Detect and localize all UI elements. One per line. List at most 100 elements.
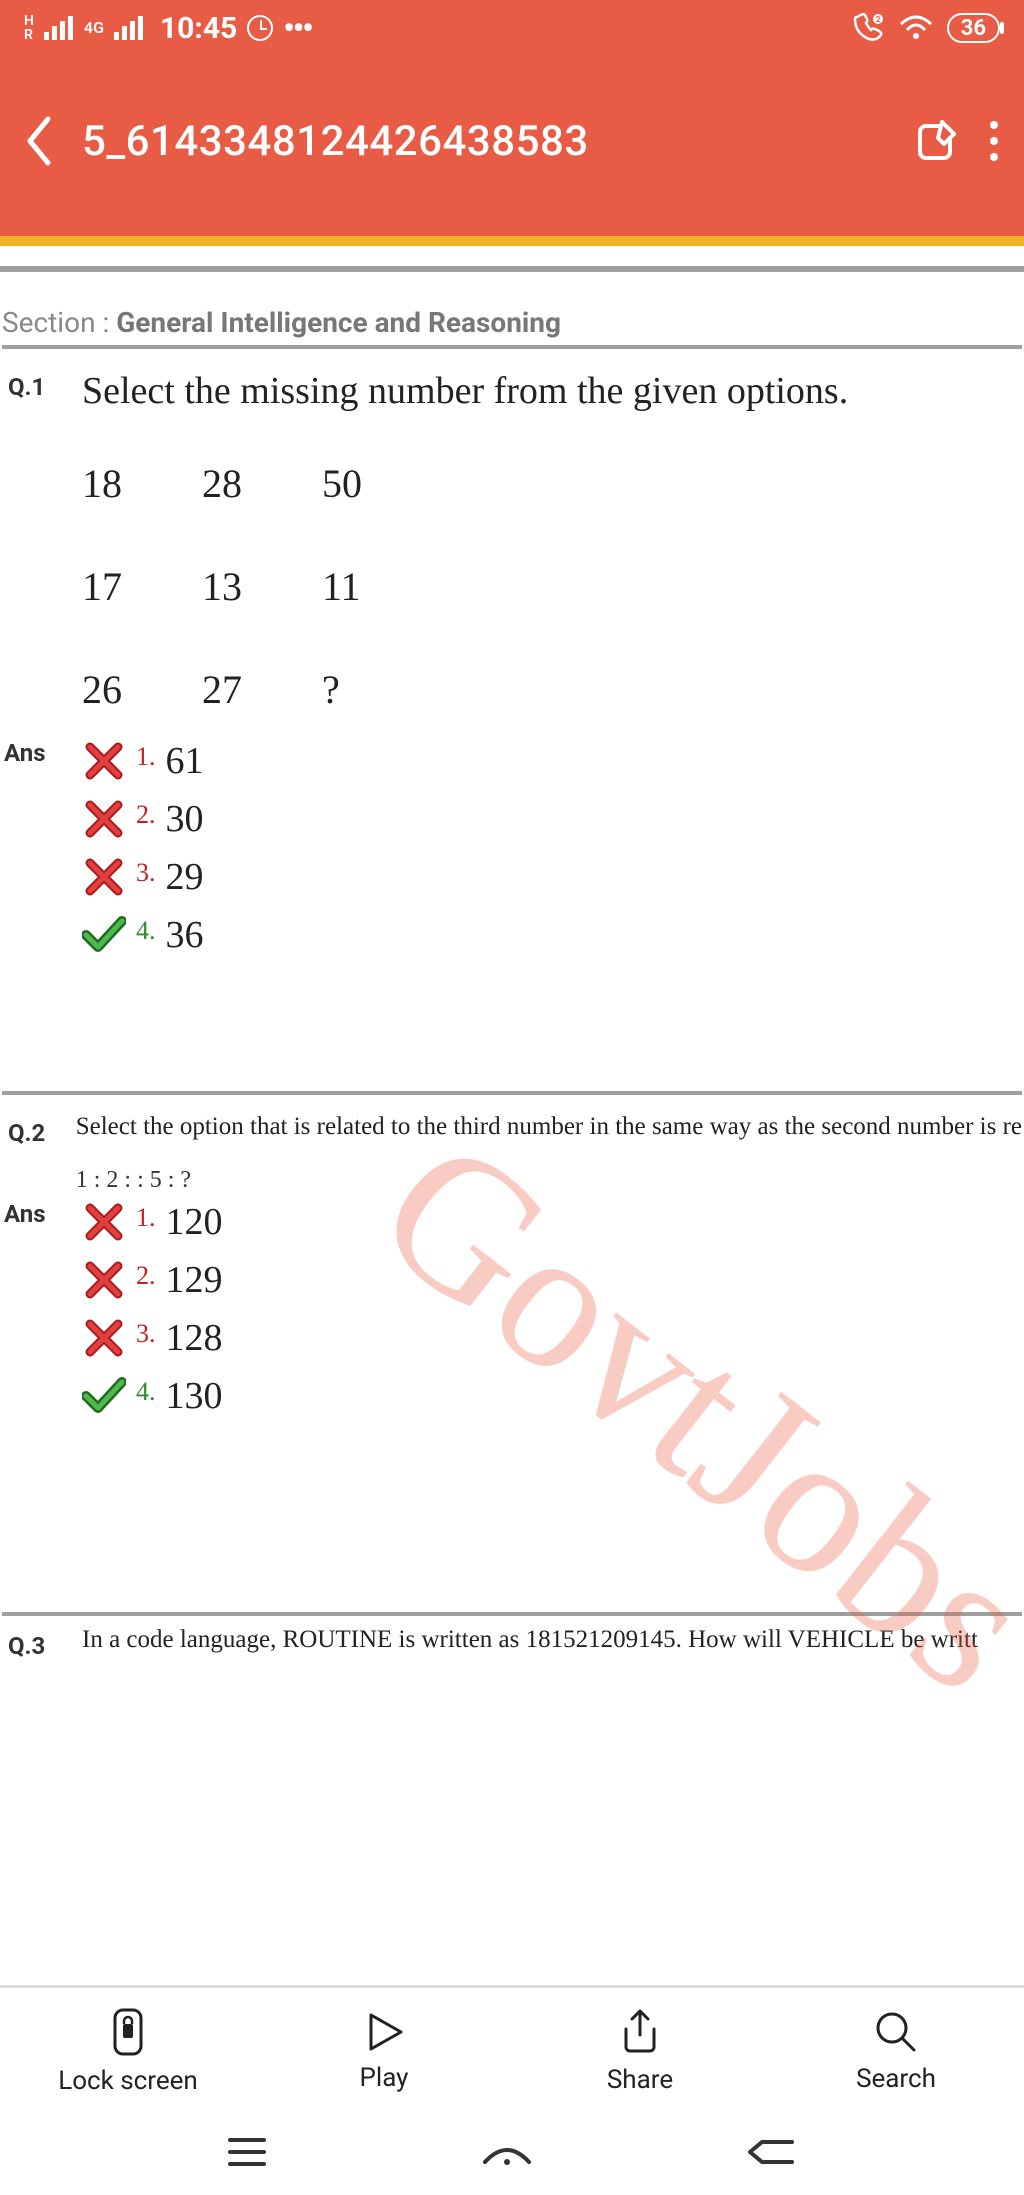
option-value: 129: [166, 1258, 223, 1302]
button-label: Play: [360, 2063, 409, 2093]
option-value: 130: [166, 1374, 223, 1418]
check-icon: [82, 1374, 126, 1418]
number-grid: 182850 171311 2627?: [82, 460, 1022, 713]
grid-row: 182850: [82, 460, 1022, 507]
question-number: Q.3: [2, 1626, 82, 1660]
edit-button[interactable]: [914, 118, 960, 164]
option-correct: 4.36: [82, 913, 204, 957]
answer-block-1: Ans 1.61 2.30 3.29 4.36: [2, 739, 1022, 971]
svg-text:2: 2: [875, 15, 880, 24]
option-value: 128: [166, 1316, 223, 1360]
carrier-label: H R: [24, 14, 34, 42]
option-wrong: 1.61: [82, 739, 204, 783]
button-label: Lock screen: [58, 2066, 198, 2096]
grid-cell: 28: [202, 460, 322, 507]
check-icon: [82, 913, 126, 957]
question-2: Q.2 Select the option that is related to…: [2, 1095, 1022, 1200]
grid-cell: 26: [82, 666, 202, 713]
search-icon: [872, 2008, 920, 2056]
option-correct: 4. 130: [82, 1374, 223, 1418]
option-number: 3.: [136, 858, 156, 888]
play-button[interactable]: Play: [256, 1988, 512, 2113]
back-nav-button[interactable]: [744, 2132, 800, 2176]
button-label: Share: [607, 2065, 673, 2095]
more-menu-button[interactable]: [988, 117, 1000, 165]
grid-cell: ?: [322, 666, 442, 713]
analogy-text: 1 : 2 : : 5 : ?: [76, 1167, 1022, 1194]
option-value: 30: [166, 797, 204, 841]
option-wrong: 1. 120: [82, 1200, 223, 1244]
cross-icon: [82, 797, 126, 841]
status-left: H R 4G 10:45 •••: [24, 9, 312, 47]
button-label: Search: [856, 2064, 936, 2094]
option-wrong: 3.29: [82, 855, 204, 899]
recent-apps-button[interactable]: [224, 2132, 270, 2176]
app-bar: 5_6143348124426438583: [0, 56, 1024, 236]
clock-text: 10:45: [160, 11, 237, 46]
option-number: 4.: [136, 916, 156, 946]
option-wrong: 2. 129: [82, 1258, 223, 1302]
question-number: Q.1: [2, 367, 82, 769]
option-value: 120: [166, 1200, 223, 1244]
cross-icon: [82, 1200, 126, 1244]
answer-label: Ans: [2, 739, 82, 971]
option-number: 1.: [136, 1203, 156, 1233]
share-button[interactable]: Share: [512, 1988, 768, 2113]
status-right: 2 36: [851, 13, 1000, 43]
play-icon: [361, 2009, 407, 2055]
option-number: 1.: [136, 742, 156, 772]
lock-screen-button[interactable]: Lock screen: [0, 1988, 256, 2113]
option-value: 36: [166, 913, 204, 957]
home-button[interactable]: [477, 2132, 537, 2176]
answer-label: Ans: [2, 1200, 82, 1432]
accent-strip: [0, 236, 1024, 246]
battery-level: 36: [961, 16, 986, 41]
question-3: Q.3 In a code language, ROUTINE is writt…: [2, 1616, 1022, 1660]
option-number: 2.: [136, 1261, 156, 1291]
wifi-call-icon: 2: [851, 13, 885, 43]
cross-icon: [82, 1258, 126, 1302]
option-number: 3.: [136, 1319, 156, 1349]
bottom-toolbar: Lock screen Play Share Search: [0, 1985, 1024, 2113]
carrier-top: H: [24, 14, 34, 28]
question-text: In a code language, ROUTINE is written a…: [82, 1626, 1022, 1654]
grid-row: 171311: [82, 563, 1022, 610]
option-wrong: 2.30: [82, 797, 204, 841]
clock-icon: [247, 15, 273, 41]
section-prefix: Section :: [2, 306, 116, 339]
option-value: 61: [166, 739, 204, 783]
search-button[interactable]: Search: [768, 1988, 1024, 2113]
section-header: Section : General Intelligence and Reaso…: [2, 272, 1022, 349]
system-nav-bar: [0, 2113, 1024, 2195]
status-bar: H R 4G 10:45 ••• 2 36: [0, 0, 1024, 56]
cross-icon: [82, 1316, 126, 1360]
carrier-bot: R: [24, 28, 34, 42]
answer-block-2: Ans 1. 120 2. 129 3. 128 4. 130: [2, 1200, 1022, 1432]
battery-indicator: 36: [947, 13, 1000, 43]
option-value: 29: [166, 855, 204, 899]
lock-icon: [111, 2006, 145, 2058]
cross-icon: [82, 855, 126, 899]
grid-row: 2627?: [82, 666, 1022, 713]
back-button[interactable]: [24, 115, 54, 167]
grid-cell: 18: [82, 460, 202, 507]
document-title: 5_6143348124426438583: [82, 117, 886, 166]
signal-bars-icon: [44, 16, 74, 40]
network-label: 4G: [84, 20, 104, 36]
question-text: Select the option that is related to the…: [76, 1113, 1022, 1141]
question-1: Q.1 Select the missing number from the g…: [2, 349, 1022, 769]
grid-cell: 13: [202, 563, 322, 610]
grid-cell: 11: [322, 563, 442, 610]
signal-bars-icon: [114, 16, 144, 40]
cross-icon: [82, 739, 126, 783]
grid-cell: 27: [202, 666, 322, 713]
question-text: Select the missing number from the given…: [82, 367, 1022, 416]
question-number: Q.2: [2, 1113, 76, 1200]
section-name: General Intelligence and Reasoning: [116, 306, 561, 339]
option-number: 4.: [136, 1377, 156, 1407]
option-wrong: 3. 128: [82, 1316, 223, 1360]
option-number: 2.: [136, 800, 156, 830]
grid-cell: 17: [82, 563, 202, 610]
more-dots-icon: •••: [283, 9, 312, 47]
grid-cell: 50: [322, 460, 442, 507]
